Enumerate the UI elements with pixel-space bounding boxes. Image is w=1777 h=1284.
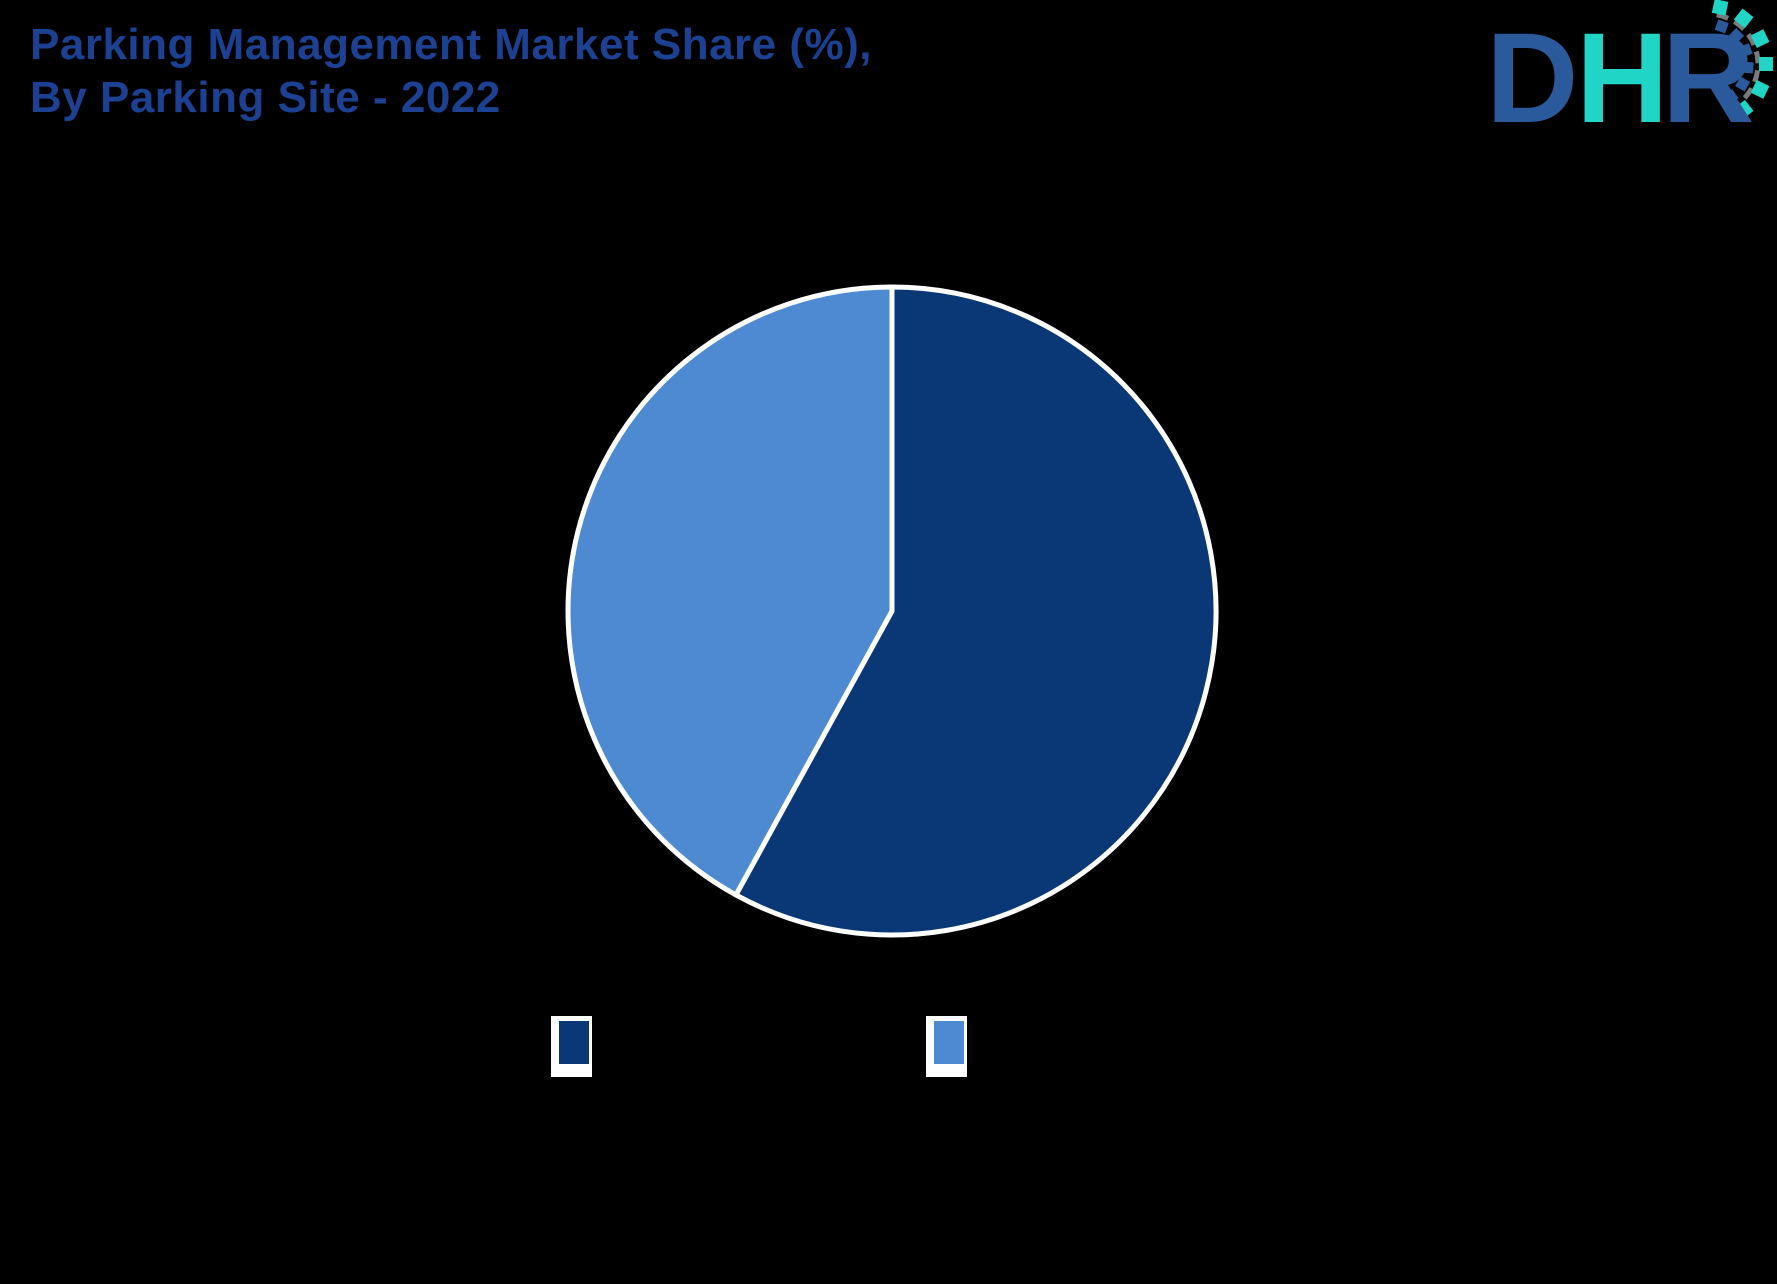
pie-slice-segment-2-light-blue [565,284,895,898]
pie-slice-segment-1-dark-navy [733,284,1219,938]
logo-dots-outer [1711,0,1773,120]
chart-title: Parking Management Market Share (%), By … [30,18,872,124]
legend-swatch-2 [934,1021,964,1064]
chart-title-line-2: By Parking Site - 2022 [30,73,501,122]
chart-title-line-1: Parking Management Market Share (%), [30,20,873,69]
pie-chart [565,284,1219,938]
dhr-logo: D H R [1486,0,1773,150]
chart-legend [0,1016,1777,1077]
logo-ring-arc [1716,12,1761,110]
logo-letter-r: R [1662,7,1754,150]
legend-swatch-1 [559,1021,589,1064]
logo-letter-d: D [1486,7,1578,150]
legend-item-1 [551,1016,592,1077]
logo-letter-h: H [1576,7,1668,150]
legend-item-2 [926,1016,967,1077]
